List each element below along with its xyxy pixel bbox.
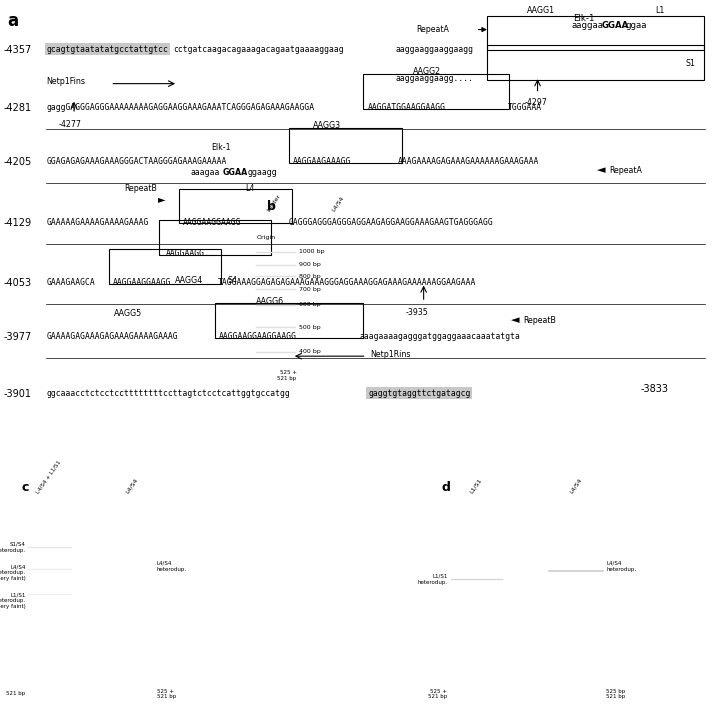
Text: AAGGAAGG....: AAGGAAGG.... (166, 249, 224, 258)
Text: -4129: -4129 (4, 218, 32, 228)
Text: 525 +
521 bp: 525 + 521 bp (428, 689, 447, 699)
Text: AAGG2: AAGG2 (413, 67, 441, 76)
Text: ggcaaacctctcctccttttttttccttagtctcctcattggtgccatgg: ggcaaacctctcctccttttttttccttagtctcctcatt… (46, 389, 290, 397)
Text: AAGG1: AAGG1 (527, 6, 555, 15)
Text: 700 bp: 700 bp (298, 286, 320, 291)
Text: 525 bp
521 bp: 525 bp 521 bp (607, 689, 626, 699)
Text: AAGGAAGAAAGG: AAGGAAGAAAGG (293, 157, 351, 166)
Text: 525 +
521 bp: 525 + 521 bp (278, 371, 297, 381)
Text: S1/S4
heterodup.: S1/S4 heterodup. (0, 542, 26, 552)
Text: aaggaaggaaggaagg: aaggaaggaaggaagg (395, 45, 473, 53)
Text: -4053: -4053 (4, 278, 32, 288)
Text: AAGG4: AAGG4 (174, 275, 203, 285)
Text: ◄: ◄ (511, 315, 520, 325)
Text: L4/S4 + L1/S1: L4/S4 + L1/S1 (36, 459, 62, 494)
Text: AAGG6: AAGG6 (256, 296, 285, 306)
Text: 400 bp: 400 bp (298, 349, 320, 354)
Text: L1/S1
heterodup.: L1/S1 heterodup. (417, 574, 447, 585)
Text: ladder: ladder (266, 193, 282, 212)
Text: L4/S4
heterodup.: L4/S4 heterodup. (157, 561, 187, 572)
Text: c: c (21, 481, 28, 494)
Text: GAGGGAGGGAGGGAGGAAGAGGAAGGAAAGAAGTGAGGGAGG: GAGGGAGGGAGGGAGGAAGAGGAAGGAAAGAAGTGAGGGA… (288, 218, 493, 226)
Text: L4/S4: L4/S4 (331, 195, 345, 212)
Text: L1/S1: L1/S1 (469, 477, 483, 494)
Text: -3977: -3977 (4, 332, 32, 342)
Text: GAAAAGAGAAAGAGAAAGAAAAGAAAG: GAAAAGAGAAAGAGAAAGAAAAGAAAG (46, 332, 178, 341)
Text: 1000 bp: 1000 bp (298, 249, 324, 255)
Text: TAGGAAAGGAGAGAGAAAGAAAGGGAGGAAAGGAGAAAGAAAAAAGGAAGAAA: TAGGAAAGGAGAGAGAAAGAAAGGGAGGAAAGGAGAAAGA… (218, 278, 476, 287)
Text: 800 bp: 800 bp (298, 274, 320, 279)
Text: L4/S4: L4/S4 (125, 477, 140, 494)
Text: Origin: Origin (257, 235, 276, 240)
Text: 900 bp: 900 bp (298, 262, 320, 267)
Text: -4277: -4277 (58, 120, 81, 128)
Text: -4297: -4297 (525, 98, 548, 107)
Text: GGAGAGAGAAAGAAAGGGACTAAGGGAGAAAGAAAAA: GGAGAGAGAAAGAAAGGGACTAAGGGAGAAAGAAAAA (46, 157, 226, 166)
Text: ►: ► (158, 195, 166, 205)
Text: ggaa: ggaa (625, 21, 646, 30)
Text: RepeatA: RepeatA (417, 25, 449, 34)
Text: L4/S4: L4/S4 (569, 477, 583, 494)
Text: RepeatB: RepeatB (125, 184, 157, 193)
Text: S4: S4 (228, 275, 238, 285)
Text: TGGGAAA: TGGGAAA (508, 103, 542, 112)
Text: AAAGAAAAGAGAAAGAAAAAAGAAAGAAA: AAAGAAAAGAGAAAGAAAAAAGAAAGAAA (398, 157, 540, 166)
Text: RepeatB: RepeatB (523, 316, 556, 324)
Text: Netp1Fins: Netp1Fins (46, 77, 85, 86)
Text: aaggaa: aaggaa (571, 21, 603, 30)
Text: RepeatA: RepeatA (609, 166, 642, 174)
Text: 521 bp: 521 bp (6, 691, 26, 696)
Text: gaggGAGGGAGGGAAAAAAAAGAGGAAGGAAAGAAATCAGGGAGAGAAAGAAGGA: gaggGAGGGAGGGAAAAAAAAGAGGAAGGAAAGAAATCAG… (46, 103, 315, 112)
Text: GAAAAAGAAAAGAAAAGAAAG: GAAAAAGAAAAGAAAAGAAAG (46, 218, 149, 226)
Text: -3833: -3833 (641, 384, 669, 394)
Text: L4/S4
heterodup.: L4/S4 heterodup. (607, 561, 637, 572)
Text: ◄: ◄ (597, 165, 605, 175)
Text: GGAA: GGAA (602, 21, 629, 30)
Text: AAGGAAGGAAGGAAGG: AAGGAAGGAAGGAAGG (219, 332, 297, 341)
Text: b: b (267, 200, 276, 213)
Text: L4: L4 (246, 184, 255, 193)
Text: AAGGAAGGAAGG: AAGGAAGGAAGG (183, 218, 241, 226)
Text: AAGGAAGGAAGG: AAGGAAGGAAGG (112, 278, 171, 287)
Text: -3935: -3935 (406, 308, 429, 317)
Text: aaagaa: aaagaa (191, 168, 220, 177)
Text: GAAAGAAGCA: GAAAGAAGCA (46, 278, 95, 287)
Text: Elk-1: Elk-1 (573, 14, 595, 23)
Text: -3901: -3901 (4, 389, 31, 399)
Text: AAGG5: AAGG5 (114, 309, 142, 317)
Text: a: a (7, 12, 19, 30)
Text: aaggaaggaagg....: aaggaaggaagg.... (395, 74, 473, 83)
Text: GGAA: GGAA (223, 168, 248, 177)
Text: gcagtgtaatatatgcctattgtcc: gcagtgtaatatatgcctattgtcc (46, 45, 168, 53)
Text: gaggtgtaggttctgatagcg: gaggtgtaggttctgatagcg (368, 389, 471, 397)
Text: 600 bp: 600 bp (298, 302, 320, 307)
Text: d: d (441, 481, 450, 494)
Text: ggaagg: ggaagg (248, 168, 278, 177)
Text: L4/S4
heterodup.
(very faint): L4/S4 heterodup. (very faint) (0, 565, 26, 581)
Text: S1: S1 (686, 59, 696, 68)
Text: L1: L1 (655, 6, 664, 15)
Text: 525 +
521 bp: 525 + 521 bp (157, 689, 176, 699)
Text: -4357: -4357 (4, 45, 32, 55)
Text: Elk-1: Elk-1 (211, 143, 231, 151)
Text: cctgatcaagacagaaagacagaatgaaaaggaag: cctgatcaagacagaaagacagaatgaaaaggaag (173, 45, 344, 53)
Text: Netp1Rins: Netp1Rins (370, 350, 411, 358)
Text: aaagaaaagagggatggaggaaacaaatatgta: aaagaaaagagggatggaggaaacaaatatgta (360, 332, 520, 341)
Text: -4205: -4205 (4, 157, 32, 167)
Text: AAGGATGGAAGGAAGG: AAGGATGGAAGGAAGG (368, 103, 446, 112)
Text: 500 bp: 500 bp (298, 325, 320, 330)
Text: AAGG3: AAGG3 (313, 121, 342, 131)
Text: -4281: -4281 (4, 103, 32, 113)
Text: L1/S1
heterodup.
(very faint): L1/S1 heterodup. (very faint) (0, 592, 26, 609)
